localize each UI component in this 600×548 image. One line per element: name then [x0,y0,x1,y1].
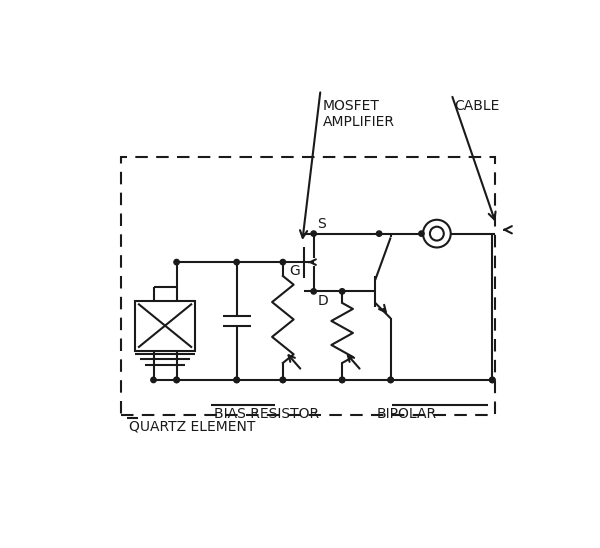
Bar [135,301,195,351]
Circle shape [280,377,286,383]
Circle shape [340,377,345,383]
Circle shape [490,377,495,383]
Text: QUARTZ ELEMENT: QUARTZ ELEMENT [129,420,255,434]
Circle shape [376,231,382,236]
Circle shape [280,377,286,383]
Circle shape [174,377,179,383]
Circle shape [430,227,444,241]
Circle shape [234,377,239,383]
Circle shape [174,377,179,383]
Text: G: G [289,265,300,278]
Circle shape [151,377,156,383]
Circle shape [234,259,239,265]
Circle shape [340,289,345,294]
Text: BIAS RESISTOR: BIAS RESISTOR [214,407,319,421]
Circle shape [340,377,345,383]
Circle shape [174,259,179,265]
Text: S: S [317,216,326,231]
Circle shape [311,231,316,236]
Circle shape [490,377,495,383]
Circle shape [388,377,394,383]
Circle shape [311,289,316,294]
Circle shape [280,259,286,265]
Circle shape [388,377,394,383]
Circle shape [423,220,451,248]
Text: MOSFET
AMPLIFIER: MOSFET AMPLIFIER [323,99,395,129]
Circle shape [419,231,424,236]
Circle shape [234,377,239,383]
Text: BIPOLAR: BIPOLAR [377,407,437,421]
Text: D: D [317,294,328,309]
Text: CABLE: CABLE [454,99,499,113]
